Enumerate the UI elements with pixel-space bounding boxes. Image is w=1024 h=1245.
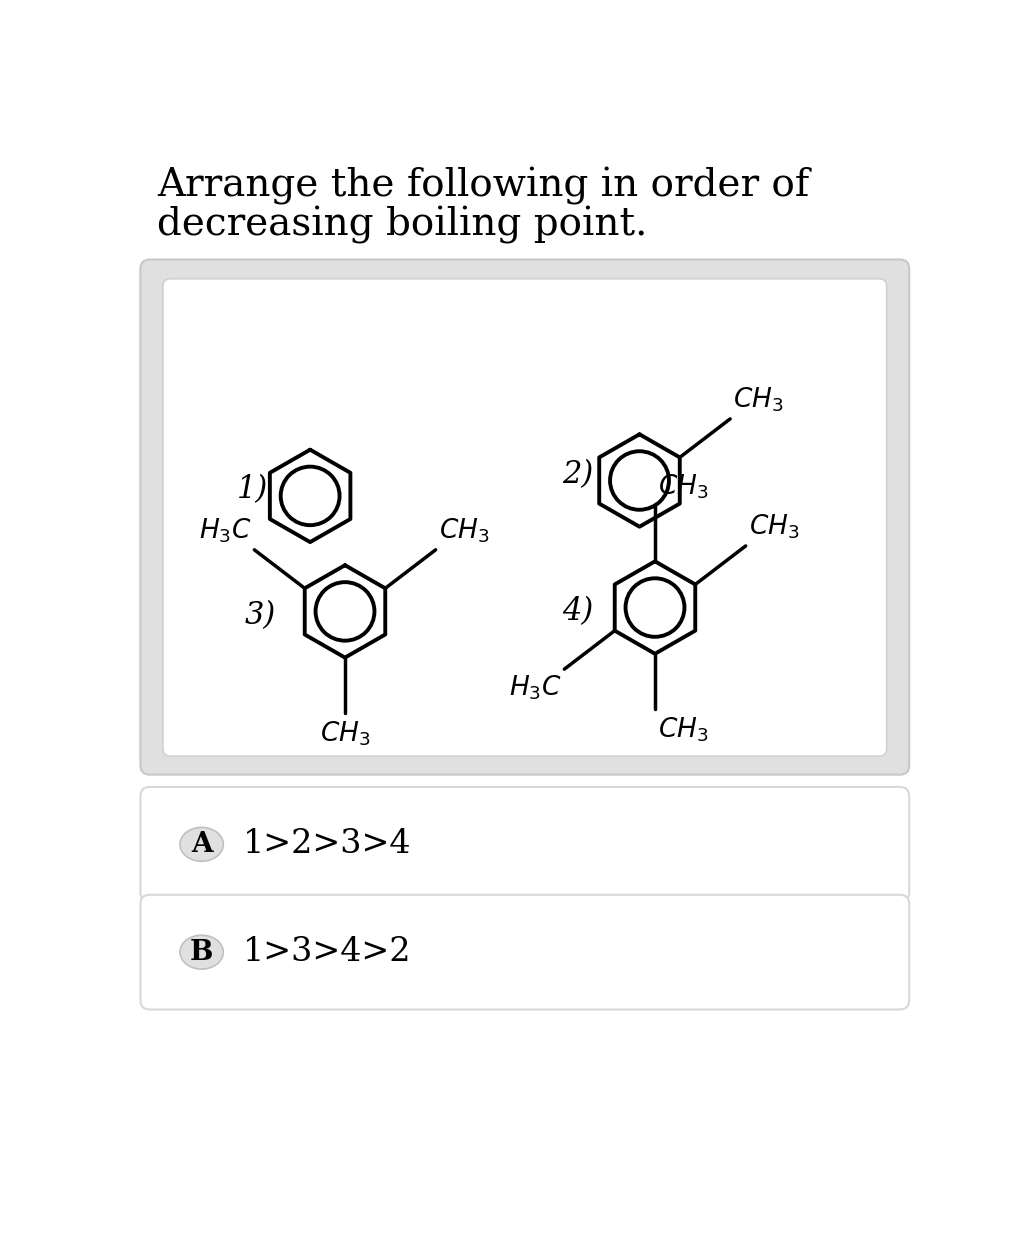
Text: $H_3C$: $H_3C$	[509, 674, 561, 702]
FancyBboxPatch shape	[163, 279, 887, 756]
FancyBboxPatch shape	[140, 787, 909, 901]
Text: A: A	[190, 830, 212, 858]
Text: 1>3>4>2: 1>3>4>2	[243, 936, 412, 969]
Text: $CH_3$: $CH_3$	[733, 386, 783, 415]
Text: $CH_3$: $CH_3$	[658, 473, 709, 502]
Text: Arrange the following in order of: Arrange the following in order of	[158, 167, 810, 205]
Text: 2): 2)	[562, 459, 593, 489]
Text: B: B	[189, 939, 213, 966]
Text: $CH_3$: $CH_3$	[749, 513, 800, 542]
Text: 3): 3)	[245, 600, 275, 631]
Text: $H_3C$: $H_3C$	[199, 517, 251, 545]
FancyBboxPatch shape	[140, 259, 909, 774]
Text: decreasing boiling point.: decreasing boiling point.	[158, 205, 648, 244]
Text: $CH_3$: $CH_3$	[658, 716, 709, 743]
Ellipse shape	[180, 828, 223, 862]
Text: 1>2>3>4: 1>2>3>4	[243, 828, 412, 860]
Text: 1): 1)	[237, 474, 267, 505]
Ellipse shape	[180, 935, 223, 969]
Text: $CH_3$: $CH_3$	[438, 517, 489, 545]
FancyBboxPatch shape	[140, 895, 909, 1010]
Text: $CH_3$: $CH_3$	[319, 720, 371, 748]
Text: 4): 4)	[562, 596, 593, 627]
